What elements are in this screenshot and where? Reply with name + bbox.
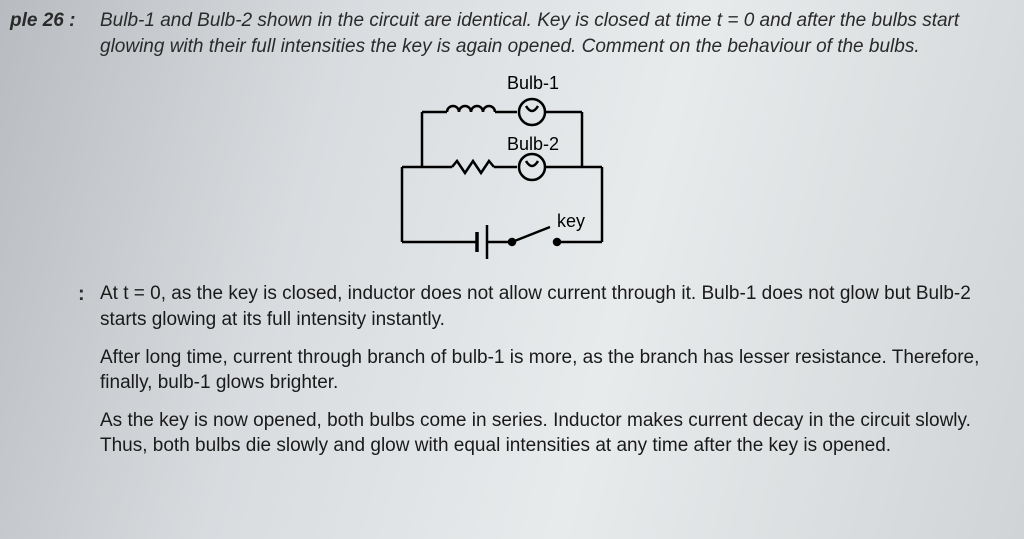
circuit-diagram: Bulb-1 Bulb-2 key	[10, 67, 994, 267]
problem-label: ple 26 :	[10, 8, 100, 32]
bulb1-label: Bulb-1	[507, 73, 559, 93]
solution-para-3: As the key is now opened, both bulbs com…	[100, 408, 994, 459]
solution-para-1: At t = 0, as the key is closed, inductor…	[100, 281, 994, 332]
bulb2-label: Bulb-2	[507, 134, 559, 154]
circuit-svg: Bulb-1 Bulb-2 key	[352, 67, 652, 267]
solution-colon: :	[78, 281, 85, 308]
solution-block: : At t = 0, as the key is closed, induct…	[100, 281, 994, 459]
solution-para-2: After long time, current through branch …	[100, 345, 994, 396]
problem-text: Bulb-1 and Bulb-2 shown in the circuit a…	[100, 8, 994, 59]
key-label: key	[557, 211, 585, 231]
problem-header: ple 26 : Bulb-1 and Bulb-2 shown in the …	[10, 8, 994, 59]
